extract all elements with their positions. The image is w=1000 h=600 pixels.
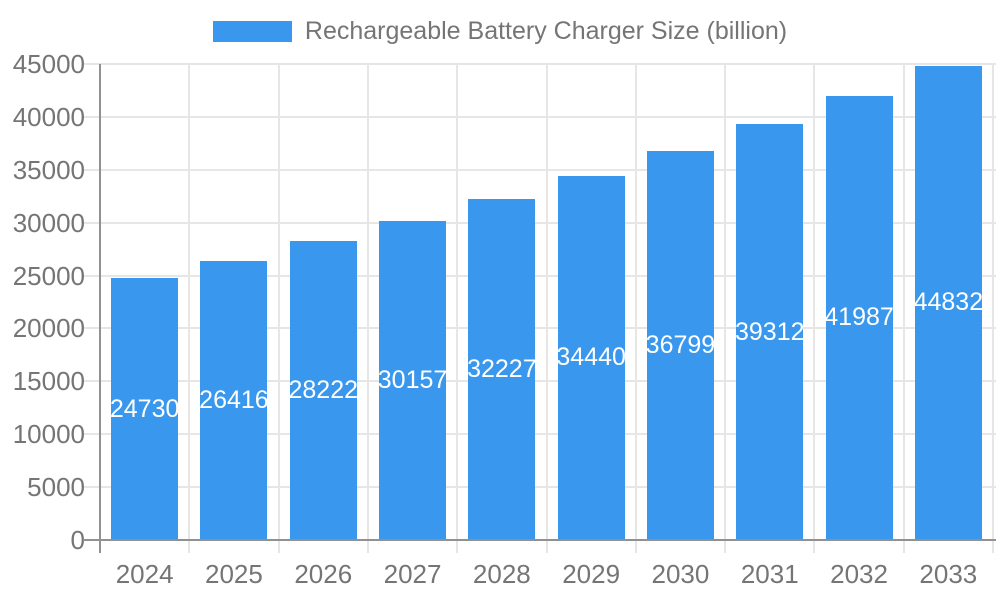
y-axis-tick-label: 45000 (12, 49, 85, 79)
legend-swatch (212, 20, 292, 42)
y-axis-tick-label: 20000 (12, 313, 85, 344)
bar-2033: 44832 (914, 65, 982, 540)
gridline-horizontal (83, 327, 996, 330)
bar-2031: 39312 (736, 124, 804, 540)
gridline-horizontal (83, 221, 996, 224)
bar-value-label: 39312 (736, 317, 804, 346)
gridline-vertical (456, 64, 459, 553)
y-axis-tick-label: 30000 (12, 207, 85, 238)
bar-2028: 32227 (468, 199, 536, 540)
y-axis-tick-label: 40000 (12, 101, 85, 132)
y-axis-line (99, 64, 101, 553)
bar-value-label: 32227 (468, 355, 536, 384)
y-axis-tick-label: 15000 (12, 366, 85, 397)
bar-2029: 34440 (557, 175, 625, 540)
gridline-horizontal (83, 486, 996, 489)
gridline-vertical (902, 64, 905, 553)
gridline-horizontal (83, 433, 996, 436)
x-axis-tick-label: 2032 (830, 559, 888, 589)
bar-value-label: 44832 (914, 288, 982, 317)
gridline-vertical (724, 64, 727, 553)
gridline-horizontal (83, 168, 996, 171)
y-axis-tick-label: 25000 (12, 260, 85, 291)
x-axis-tick-label: 2024 (115, 559, 174, 589)
y-axis-tick-label: 35000 (12, 154, 85, 185)
gridline-horizontal (83, 63, 996, 65)
x-axis-tick-label: 2026 (294, 559, 353, 589)
gridline-vertical (634, 64, 637, 553)
gridline-vertical (366, 64, 369, 553)
bar-value-label: 36799 (646, 330, 714, 359)
x-axis-tick-label: 2031 (740, 559, 799, 589)
gridline-vertical (277, 64, 280, 553)
x-axis-tick-label: 2028 (472, 559, 531, 589)
gridline-vertical (188, 64, 191, 553)
x-axis-tick-label: 2025 (205, 559, 263, 589)
bar-2026: 28222 (289, 241, 357, 540)
x-axis-tick-label: 2027 (383, 559, 442, 589)
bar-2025: 26416 (200, 260, 268, 540)
x-axis-baseline (83, 539, 996, 541)
legend-label: Rechargeable Battery Charger Size (billi… (304, 16, 788, 45)
x-axis-tick-label: 2030 (651, 559, 710, 589)
bar-2030: 36799 (646, 150, 714, 540)
gridline-horizontal (83, 380, 996, 383)
bar-2032: 41987 (825, 95, 893, 540)
bar-2027: 30157 (379, 221, 447, 540)
bar-2024: 24730 (111, 278, 179, 540)
bar-value-label: 41987 (825, 303, 893, 332)
y-axis-tick-label: 5000 (27, 472, 85, 503)
gridline-vertical (813, 64, 816, 553)
gridline-horizontal (83, 115, 996, 118)
bar-value-label: 28222 (289, 376, 357, 405)
x-axis-tick-label: 2033 (919, 559, 978, 589)
legend: Rechargeable Battery Charger Size (billi… (0, 16, 1000, 46)
y-axis-tick-label: 0 (70, 525, 85, 555)
gridline-vertical (545, 64, 548, 553)
bar-value-label: 30157 (379, 365, 447, 394)
bar-value-label: 24730 (111, 394, 179, 423)
x-axis-tick-label: 2029 (562, 559, 621, 589)
bar-value-label: 26416 (200, 385, 268, 414)
bar-value-label: 34440 (557, 343, 625, 372)
y-axis-tick-label: 10000 (12, 419, 85, 450)
gridline-horizontal (83, 274, 996, 277)
gridline-vertical (992, 64, 994, 553)
